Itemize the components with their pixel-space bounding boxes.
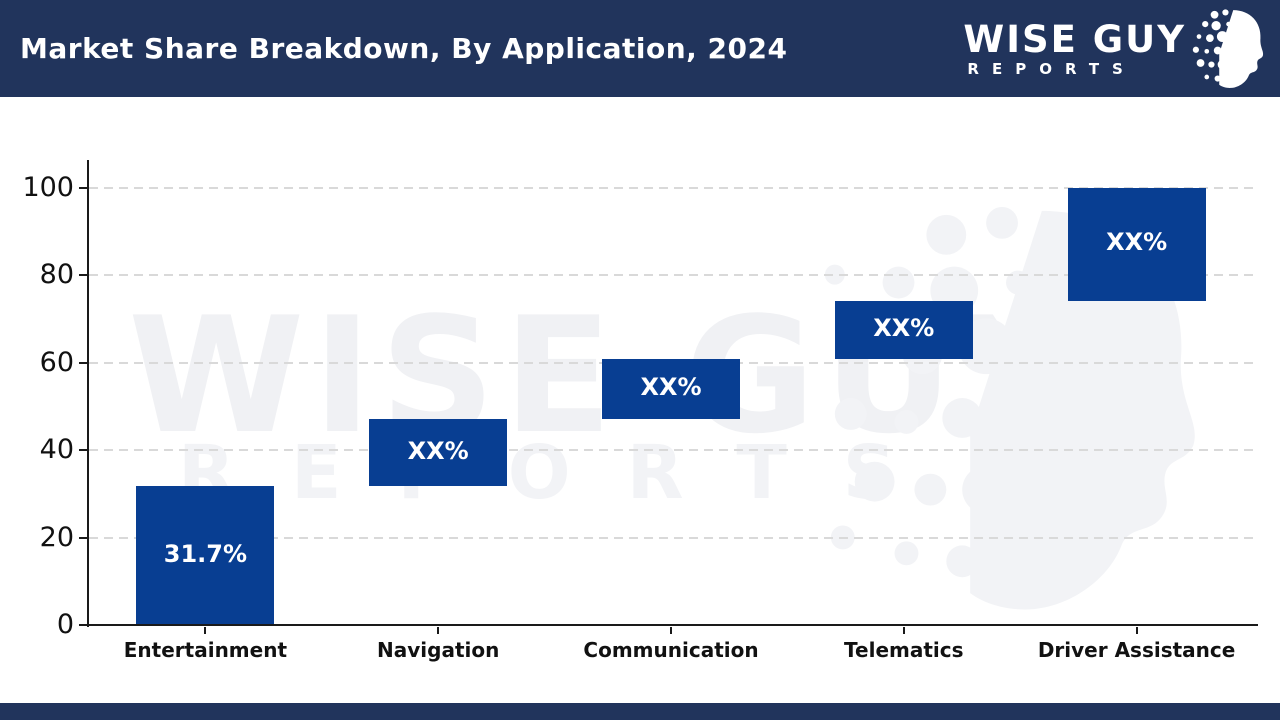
y-tick-60 bbox=[79, 361, 87, 364]
footer-banner bbox=[0, 703, 1280, 720]
x-tick-entertainment bbox=[204, 627, 207, 634]
x-tick-driver-assistance bbox=[1135, 627, 1138, 634]
logo-wordmark-line2: REPORTS bbox=[967, 59, 1136, 78]
x-axis-label-communication: Communication bbox=[583, 638, 759, 662]
y-axis-label-60: 60 bbox=[39, 346, 74, 378]
x-axis-label-entertainment: Entertainment bbox=[123, 638, 288, 662]
y-axis-label-80: 80 bbox=[39, 259, 74, 290]
x-axis-label-telematics: Telematics bbox=[844, 638, 964, 662]
y-tick-100 bbox=[79, 186, 87, 189]
x-axis-line bbox=[87, 624, 1258, 626]
x-tick-telematics bbox=[902, 627, 905, 634]
bar-value-label-navigation: XX% bbox=[407, 436, 469, 465]
watermark-reports: REPORTS bbox=[178, 430, 953, 516]
bar-driver-assistance: XX% bbox=[1067, 187, 1206, 301]
gridline-40 bbox=[89, 449, 1256, 451]
bar-value-label-driver-assistance: XX% bbox=[1106, 228, 1168, 257]
x-tick-communication bbox=[670, 627, 672, 634]
y-tick-80 bbox=[79, 274, 87, 276]
y-tick-40 bbox=[79, 449, 87, 451]
gridline-80 bbox=[89, 274, 1256, 276]
bar-communication: XX% bbox=[602, 359, 740, 419]
header-banner: Market Share Breakdown, By Application, … bbox=[0, 0, 1280, 97]
bar-value-label-telematics: XX% bbox=[873, 314, 935, 343]
y-axis-label-40: 40 bbox=[39, 434, 74, 465]
chart-title: Market Share Breakdown, By Application, … bbox=[20, 32, 788, 65]
logo-wordmark-line1: WISE GUY bbox=[963, 17, 1186, 61]
y-tick-0 bbox=[79, 624, 87, 626]
bar-value-label-entertainment: 31.7% bbox=[163, 539, 248, 568]
logo-wordmark: WISE GUY REPORTS bbox=[963, 21, 1186, 77]
x-tick-navigation bbox=[437, 627, 440, 634]
x-axis-label-navigation: Navigation bbox=[377, 638, 500, 662]
gridline-100 bbox=[89, 186, 1256, 189]
y-axis-line bbox=[87, 160, 89, 627]
y-axis-label-20: 20 bbox=[39, 521, 74, 553]
x-axis-label-driver-assistance: Driver Assistance bbox=[1037, 638, 1236, 662]
wiseguy-logo: WISE GUY REPORTS bbox=[963, 7, 1280, 91]
bar-entertainment: 31.7% bbox=[136, 486, 275, 625]
bar-value-label-communication: XX% bbox=[640, 373, 702, 402]
bar-telematics: XX% bbox=[834, 300, 973, 360]
y-axis-label-100: 100 bbox=[22, 171, 74, 203]
y-tick-20 bbox=[79, 536, 87, 539]
bar-navigation: XX% bbox=[369, 418, 508, 487]
gridline-20 bbox=[89, 536, 1256, 539]
logo-face-icon bbox=[1192, 8, 1264, 88]
y-axis-label-0: 0 bbox=[56, 609, 74, 640]
